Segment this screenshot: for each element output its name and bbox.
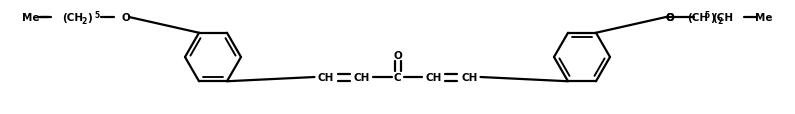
Text: CH: CH [461,72,478,82]
Text: CH: CH [317,72,334,82]
Text: 2: 2 [717,16,722,25]
Text: (CH: (CH [687,13,708,23]
Text: 2: 2 [81,16,86,25]
Text: CH: CH [425,72,442,82]
Text: ): ) [710,13,715,23]
Text: O: O [393,51,402,60]
Text: O: O [665,13,674,23]
Text: CH: CH [353,72,370,82]
Text: 5: 5 [94,10,99,19]
Text: Me: Me [22,13,40,23]
Text: (CH: (CH [62,13,83,23]
Text: C: C [394,72,401,82]
Text: O: O [665,13,674,23]
Text: O: O [121,13,130,23]
Text: ): ) [87,13,91,23]
Text: 5: 5 [704,10,709,19]
Text: (CH: (CH [712,13,733,23]
Text: Me: Me [755,13,773,23]
